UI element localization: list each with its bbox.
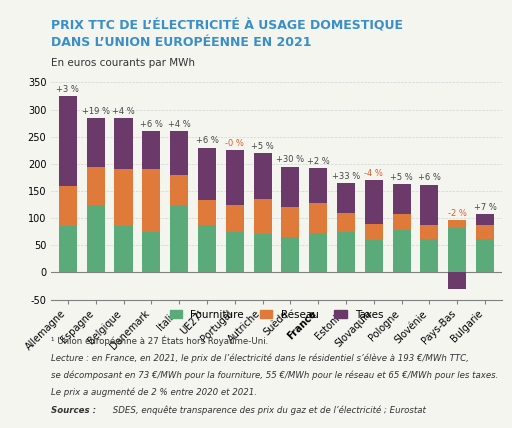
Bar xyxy=(59,96,77,186)
Bar xyxy=(476,214,494,225)
Text: +5 %: +5 % xyxy=(251,142,274,151)
Bar xyxy=(365,180,383,223)
Text: +2 %: +2 % xyxy=(307,157,330,166)
Bar xyxy=(476,225,494,239)
Bar xyxy=(142,232,160,273)
Text: PRIX TTC DE L’ÉLECTRICITÉ À USAGE DOMESTIQUE: PRIX TTC DE L’ÉLECTRICITÉ À USAGE DOMEST… xyxy=(51,19,403,32)
Text: +5 %: +5 % xyxy=(390,173,413,182)
Bar xyxy=(142,169,160,232)
Bar xyxy=(337,232,355,273)
Bar xyxy=(142,131,160,169)
Text: Lecture : en France, en 2021, le prix de l’électricité dans le résidentiel s’élè: Lecture : en France, en 2021, le prix de… xyxy=(51,353,469,363)
Legend: Fourniture, Réseau, Taxes: Fourniture, Réseau, Taxes xyxy=(165,306,388,324)
Bar xyxy=(282,166,300,207)
Bar xyxy=(337,183,355,213)
Bar xyxy=(420,239,438,273)
Text: Le prix a augmenté de 2 % entre 2020 et 2021.: Le prix a augmenté de 2 % entre 2020 et … xyxy=(51,387,257,397)
Bar xyxy=(282,237,300,273)
Bar xyxy=(393,214,411,230)
Bar xyxy=(420,225,438,239)
Bar xyxy=(309,168,327,203)
Bar xyxy=(282,207,300,237)
Bar xyxy=(226,205,244,232)
Bar xyxy=(253,235,271,273)
Bar xyxy=(309,203,327,233)
Bar xyxy=(87,166,105,205)
Text: SDES, enquête transparence des prix du gaz et de l’électricité ; Eurostat: SDES, enquête transparence des prix du g… xyxy=(110,406,426,415)
Bar xyxy=(393,184,411,214)
Text: +30 %: +30 % xyxy=(276,155,305,164)
Text: -2 %: -2 % xyxy=(448,208,467,217)
Bar xyxy=(309,233,327,273)
Text: +4 %: +4 % xyxy=(168,120,190,129)
Text: -4 %: -4 % xyxy=(365,169,383,178)
Bar xyxy=(365,223,383,240)
Bar xyxy=(59,186,77,226)
Bar xyxy=(226,232,244,273)
Bar xyxy=(115,118,133,169)
Bar xyxy=(420,184,438,225)
Bar xyxy=(198,225,216,273)
Bar xyxy=(115,169,133,226)
Bar xyxy=(253,153,271,199)
Text: +6 %: +6 % xyxy=(418,173,441,182)
Bar xyxy=(170,131,188,175)
Bar xyxy=(393,230,411,273)
Text: ¹ Union européenne à 27 États hors Royaume-Uni.: ¹ Union européenne à 27 États hors Royau… xyxy=(51,336,268,347)
Text: +6 %: +6 % xyxy=(196,137,219,146)
Bar xyxy=(448,228,466,273)
Text: Sources :: Sources : xyxy=(51,406,96,415)
Text: DANS L’UNION EUROPÉENNE EN 2021: DANS L’UNION EUROPÉENNE EN 2021 xyxy=(51,36,312,49)
Text: +3 %: +3 % xyxy=(56,85,79,94)
Text: En euros courants par MWh: En euros courants par MWh xyxy=(51,58,195,68)
Text: +4 %: +4 % xyxy=(112,107,135,116)
Bar xyxy=(226,150,244,205)
Bar xyxy=(87,205,105,273)
Bar xyxy=(170,175,188,205)
Bar xyxy=(115,226,133,273)
Bar xyxy=(253,199,271,235)
Bar xyxy=(337,213,355,232)
Text: se décomposant en 73 €/MWh pour la fourniture, 55 €/MWh pour le réseau et 65 €/M: se décomposant en 73 €/MWh pour la fourn… xyxy=(51,370,499,380)
Text: +33 %: +33 % xyxy=(332,172,360,181)
Bar xyxy=(448,220,466,228)
Bar xyxy=(476,239,494,273)
Bar xyxy=(198,148,216,200)
Text: +6 %: +6 % xyxy=(140,120,163,129)
Bar xyxy=(170,205,188,273)
Text: +7 %: +7 % xyxy=(474,203,497,212)
Bar xyxy=(59,226,77,273)
Bar xyxy=(87,118,105,166)
Bar xyxy=(365,240,383,273)
Bar xyxy=(448,273,466,289)
Bar xyxy=(198,200,216,225)
Text: -0 %: -0 % xyxy=(225,139,244,148)
Text: +19 %: +19 % xyxy=(82,107,110,116)
